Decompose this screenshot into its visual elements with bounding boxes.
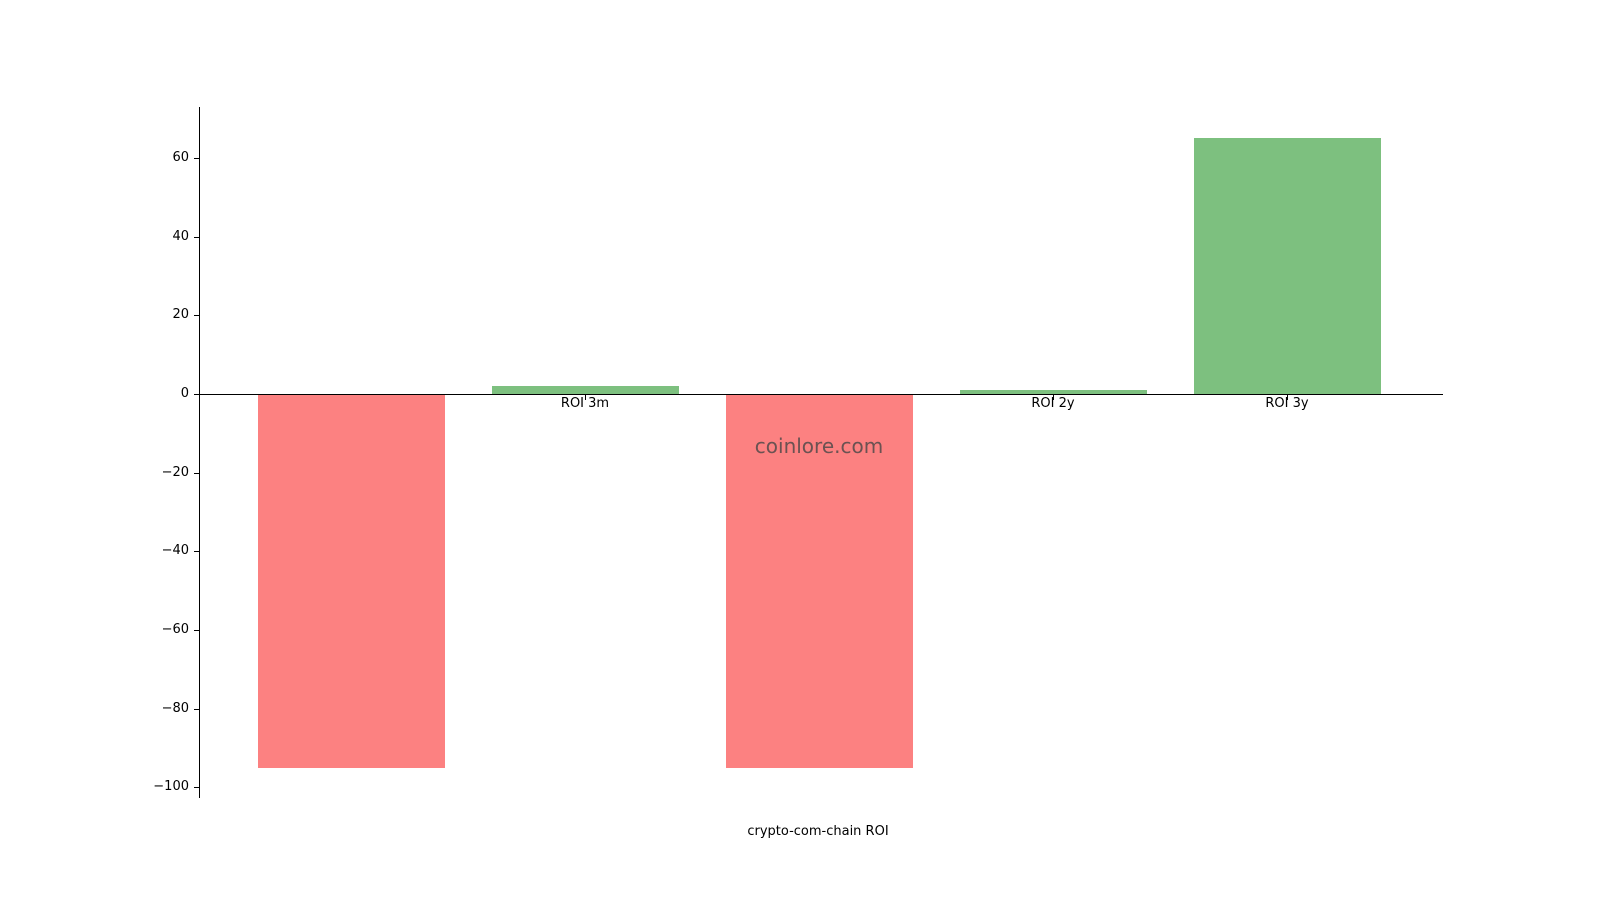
bar-roi-3y bbox=[1194, 138, 1381, 394]
y-tick-label: −100 bbox=[153, 779, 189, 794]
bar-category-3 bbox=[726, 394, 913, 768]
y-tick-mark bbox=[194, 237, 200, 238]
x-tick-label: ROI 2y bbox=[1031, 396, 1075, 411]
x-tick-mark bbox=[1287, 395, 1288, 400]
bar-roi-3m bbox=[492, 386, 679, 394]
watermark: coinlore.com bbox=[754, 434, 884, 458]
y-tick-label: 40 bbox=[172, 229, 189, 244]
y-tick-label: 0 bbox=[180, 386, 189, 401]
y-tick-mark bbox=[194, 158, 200, 159]
y-tick-label: −60 bbox=[161, 622, 189, 637]
y-tick-mark bbox=[194, 551, 200, 552]
y-tick-label: −80 bbox=[161, 701, 189, 716]
chart-title: crypto-com-chain ROI bbox=[747, 824, 889, 839]
x-tick-label: ROI 3y bbox=[1265, 396, 1309, 411]
y-tick-label: −20 bbox=[161, 465, 189, 480]
x-tick-mark bbox=[585, 395, 586, 400]
y-tick-mark bbox=[194, 473, 200, 474]
y-tick-mark bbox=[194, 709, 200, 710]
y-tick-label: 60 bbox=[172, 150, 189, 165]
y-tick-mark bbox=[194, 630, 200, 631]
x-tick-label: ROI 3m bbox=[560, 396, 610, 411]
y-tick-label: 20 bbox=[172, 307, 189, 322]
bar-roi-2y bbox=[960, 390, 1147, 394]
x-axis-zero-line bbox=[200, 394, 1443, 395]
x-tick-mark bbox=[1053, 395, 1054, 400]
y-tick-mark bbox=[194, 394, 200, 395]
y-tick-mark bbox=[194, 315, 200, 316]
y-tick-mark bbox=[194, 787, 200, 788]
bar-category-1 bbox=[258, 394, 445, 768]
y-axis-spine bbox=[199, 107, 200, 798]
y-tick-label: −40 bbox=[161, 543, 189, 558]
